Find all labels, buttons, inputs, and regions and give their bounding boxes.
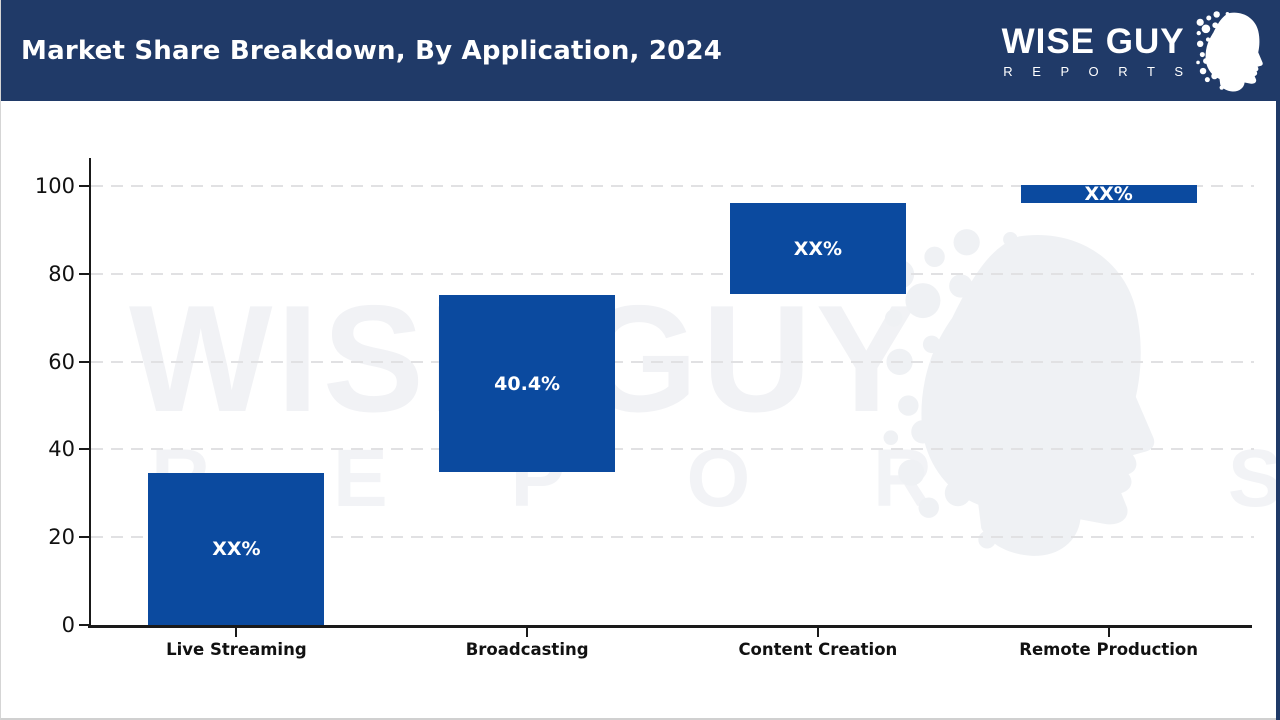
y-tick-mark bbox=[79, 448, 89, 451]
logo-head-icon bbox=[1195, 8, 1267, 94]
bar-value-label: XX% bbox=[212, 537, 261, 560]
y-tick-label: 60 bbox=[48, 349, 75, 374]
bar-broadcasting: 40.4% bbox=[439, 294, 616, 473]
gridline-y20 bbox=[91, 536, 1254, 539]
gridline-y60 bbox=[91, 360, 1254, 363]
logo-text: WISE GUY R E P O R T S bbox=[995, 24, 1191, 78]
x-tick-mark bbox=[816, 628, 819, 637]
header-bar: Market Share Breakdown, By Application, … bbox=[1, 0, 1280, 101]
gridline-y40 bbox=[91, 448, 1254, 451]
gridline-y100 bbox=[91, 185, 1254, 187]
y-tick-mark bbox=[79, 272, 89, 275]
y-tick-label: 0 bbox=[61, 613, 75, 637]
bar-content-creation: XX% bbox=[729, 202, 906, 295]
bar-remote-production: XX% bbox=[1020, 182, 1197, 205]
bar-value-label: XX% bbox=[1084, 182, 1133, 205]
y-tick-mark bbox=[79, 624, 89, 626]
x-category-label: Content Creation bbox=[738, 640, 898, 659]
x-category-label: Remote Production bbox=[1019, 640, 1199, 659]
y-tick-mark bbox=[79, 185, 89, 187]
logo-reports-text: R E P O R T S bbox=[1003, 63, 1191, 79]
y-tick-mark bbox=[79, 360, 89, 363]
x-tick-mark bbox=[526, 628, 529, 637]
y-tick-label: 80 bbox=[48, 261, 75, 286]
bar-value-label: 40.4% bbox=[494, 372, 561, 395]
y-tick-mark bbox=[79, 536, 89, 539]
logo-wordmark: WISE GUY bbox=[1001, 21, 1185, 61]
gridline-y80 bbox=[91, 272, 1254, 275]
y-tick-label: 40 bbox=[48, 437, 75, 462]
y-tick-label: 20 bbox=[48, 525, 75, 550]
y-tick-label: 100 bbox=[34, 174, 75, 198]
x-axis-spine bbox=[88, 625, 1252, 628]
x-tick-mark bbox=[235, 628, 238, 637]
right-accent-stripe bbox=[1276, 101, 1280, 720]
x-category-label: Live Streaming bbox=[166, 640, 307, 659]
y-axis-spine bbox=[89, 158, 91, 627]
bar-live-streaming: XX% bbox=[148, 472, 325, 625]
x-category-label: Broadcasting bbox=[465, 640, 589, 659]
bar-value-label: XX% bbox=[793, 237, 843, 260]
wise-guy-reports-logo: WISE GUY R E P O R T S bbox=[995, 8, 1267, 94]
page-title: Market Share Breakdown, By Application, … bbox=[21, 35, 723, 66]
x-tick-mark bbox=[1107, 628, 1110, 637]
